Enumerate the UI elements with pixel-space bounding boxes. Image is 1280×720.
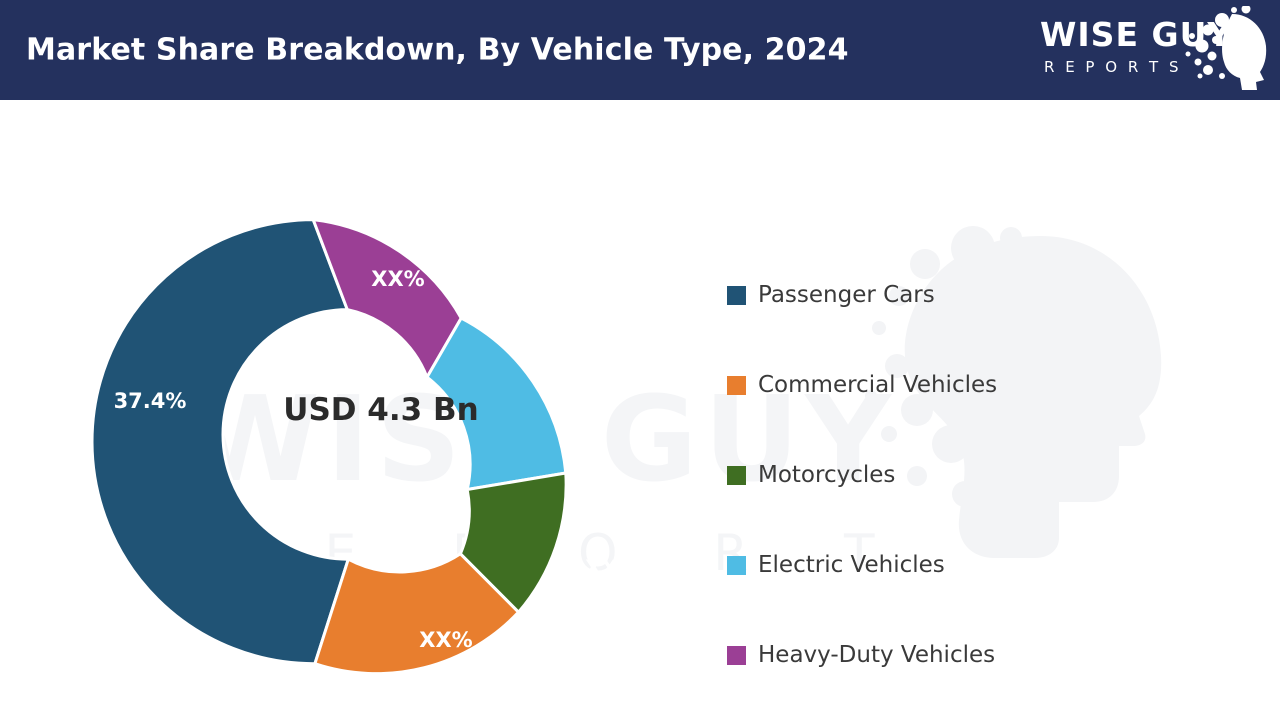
legend-swatch-commercial-vehicles: [727, 375, 746, 395]
slice-motorcycles[interactable]: [458, 471, 568, 615]
legend-swatch-motorcycles: [727, 465, 746, 485]
chart-legend: Passenger Cars Commercial Vehicles Motor…: [727, 250, 1127, 700]
legend-item-heavy-duty-vehicles[interactable]: Heavy-Duty Vehicles: [727, 610, 1127, 700]
donut-center-value: USD 4.3 Bn: [283, 392, 478, 428]
slice-passenger-cars[interactable]: [90, 218, 351, 666]
logo-head-icon: [1185, 6, 1267, 90]
legend-item-motorcycles[interactable]: Motorcycles: [727, 430, 1127, 520]
wiseguy-reports-logo: WISE GUY R E P O R T S: [1040, 6, 1267, 90]
slice-label-motorcycles: XX%: [585, 556, 638, 580]
logo-line2: R E P O R T S: [1044, 58, 1181, 76]
donut-slices: [90, 217, 568, 676]
legend-label-commercial-vehicles: Commercial Vehicles: [758, 372, 998, 398]
legend-swatch-electric-vehicles: [727, 555, 746, 575]
legend-item-electric-vehicles[interactable]: Electric Vehicles: [727, 520, 1127, 610]
slice-commercial-vehicles[interactable]: [313, 551, 521, 676]
slice-label-heavy-duty-vehicles: XX%: [371, 267, 424, 291]
page-title: Market Share Breakdown, By Vehicle Type,…: [26, 32, 849, 68]
legend-label-electric-vehicles: Electric Vehicles: [758, 552, 945, 578]
legend-swatch-heavy-duty-vehicles: [727, 645, 746, 665]
donut-chart: 37.4% XX% XX% XX% XX% USD 4.3 Bn: [90, 217, 639, 676]
legend-item-passenger-cars[interactable]: Passenger Cars: [727, 250, 1127, 340]
chart-body: WISE GUY R E P O R T S 37.4% XX% XX% XX%: [0, 100, 1280, 720]
slice-label-passenger-cars: 37.4%: [114, 389, 187, 413]
legend-swatch-passenger-cars: [727, 285, 746, 305]
legend-label-passenger-cars: Passenger Cars: [758, 282, 935, 308]
legend-label-motorcycles: Motorcycles: [758, 462, 896, 488]
page-header: Market Share Breakdown, By Vehicle Type,…: [0, 0, 1280, 100]
legend-label-heavy-duty-vehicles: Heavy-Duty Vehicles: [758, 642, 996, 668]
legend-item-commercial-vehicles[interactable]: Commercial Vehicles: [727, 340, 1127, 430]
slice-label-electric-vehicles: XX%: [546, 361, 599, 385]
slice-label-commercial-vehicles: XX%: [419, 628, 472, 652]
